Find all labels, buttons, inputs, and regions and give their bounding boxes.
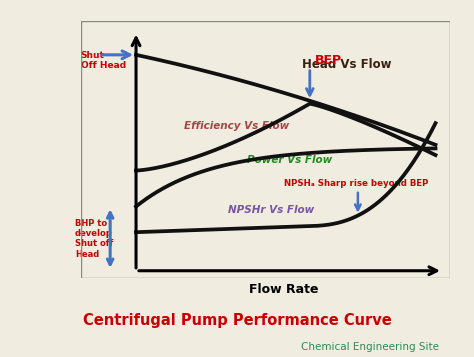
Text: Centrifugal Pump Performance Curve: Centrifugal Pump Performance Curve bbox=[82, 313, 392, 328]
Text: Head Vs Flow: Head Vs Flow bbox=[302, 58, 392, 71]
Text: Efficiency Vs Flow: Efficiency Vs Flow bbox=[184, 121, 289, 131]
Text: Flow Rate: Flow Rate bbox=[249, 283, 319, 296]
Text: BEP: BEP bbox=[315, 54, 343, 67]
Text: Chemical Engineering Site: Chemical Engineering Site bbox=[301, 342, 439, 352]
Text: NPSHₐ Sharp rise beyond BEP: NPSHₐ Sharp rise beyond BEP bbox=[284, 179, 428, 188]
Text: Power Vs Flow: Power Vs Flow bbox=[247, 155, 332, 165]
Text: NPSHr Vs Flow: NPSHr Vs Flow bbox=[228, 205, 315, 215]
Text: BHP to
develop
Shut off
Head: BHP to develop Shut off Head bbox=[75, 218, 113, 259]
Text: Shut
Off Head: Shut Off Head bbox=[81, 51, 126, 70]
